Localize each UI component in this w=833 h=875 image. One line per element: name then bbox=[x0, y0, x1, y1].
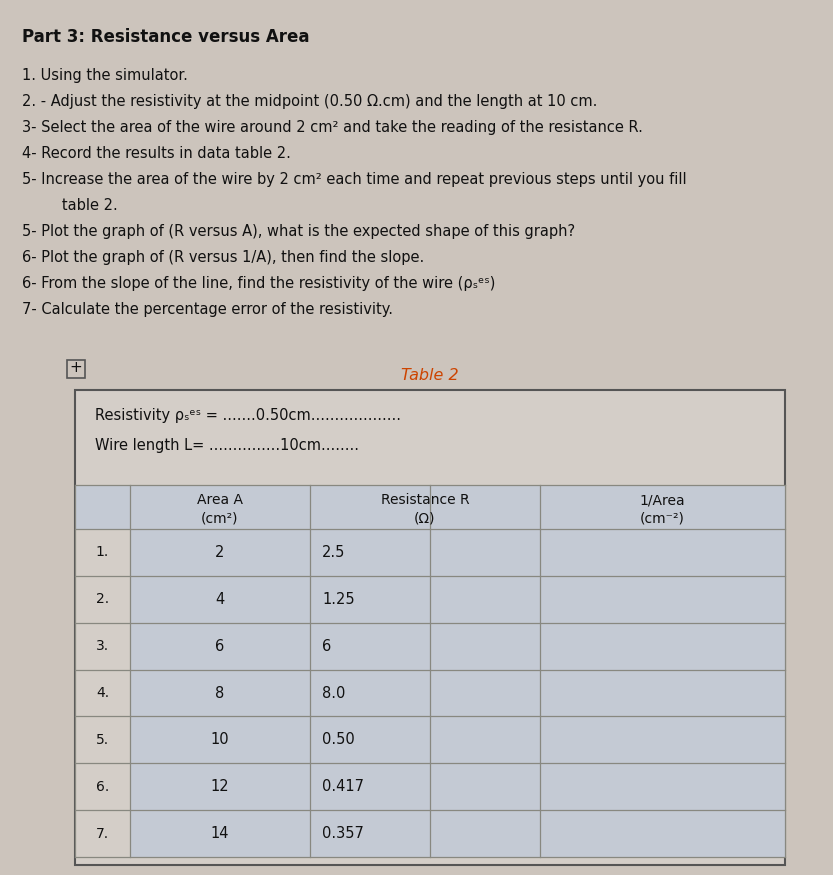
Bar bbox=[130, 529, 785, 576]
Text: 8: 8 bbox=[216, 685, 225, 701]
Bar bbox=[75, 717, 130, 763]
Text: 1.: 1. bbox=[96, 545, 109, 559]
Bar bbox=[75, 485, 785, 529]
Bar bbox=[130, 717, 785, 763]
Text: Area A: Area A bbox=[197, 493, 243, 507]
Bar bbox=[75, 390, 785, 865]
Text: 3- Select the area of the wire around 2 cm² and take the reading of the resistan: 3- Select the area of the wire around 2 … bbox=[22, 120, 643, 135]
Text: 0.357: 0.357 bbox=[322, 826, 364, 841]
Text: Resistivity ρₛᵉˢ = .......0.50cm...................: Resistivity ρₛᵉˢ = .......0.50cm........… bbox=[95, 408, 401, 423]
Bar bbox=[130, 763, 785, 810]
Bar bbox=[130, 810, 785, 857]
Bar bbox=[130, 623, 785, 669]
Text: 4- Record the results in data table 2.: 4- Record the results in data table 2. bbox=[22, 146, 291, 161]
Bar bbox=[75, 529, 130, 576]
Text: 3.: 3. bbox=[96, 639, 109, 653]
Text: 2. - Adjust the resistivity at the midpoint (0.50 Ω.cm) and the length at 10 cm.: 2. - Adjust the resistivity at the midpo… bbox=[22, 94, 597, 109]
Text: 4: 4 bbox=[216, 592, 225, 606]
Text: 0.50: 0.50 bbox=[322, 732, 355, 747]
Text: 5- Increase the area of the wire by 2 cm² each time and repeat previous steps un: 5- Increase the area of the wire by 2 cm… bbox=[22, 172, 686, 187]
Bar bbox=[75, 623, 130, 669]
Text: 1.25: 1.25 bbox=[322, 592, 355, 606]
Text: 8.0: 8.0 bbox=[322, 685, 346, 701]
Text: 1/Area: 1/Area bbox=[640, 493, 686, 507]
Text: 1. Using the simulator.: 1. Using the simulator. bbox=[22, 68, 188, 83]
Text: 4.: 4. bbox=[96, 686, 109, 700]
Bar bbox=[130, 669, 785, 717]
Text: 10: 10 bbox=[211, 732, 229, 747]
Text: Table 2: Table 2 bbox=[402, 368, 459, 383]
Bar bbox=[75, 669, 130, 717]
Text: 7.: 7. bbox=[96, 827, 109, 841]
Bar bbox=[75, 763, 130, 810]
Text: 5- Plot the graph of (R versus A), what is the expected shape of this graph?: 5- Plot the graph of (R versus A), what … bbox=[22, 224, 575, 239]
Text: 2: 2 bbox=[215, 545, 225, 560]
Text: 2.: 2. bbox=[96, 592, 109, 606]
Text: 6: 6 bbox=[216, 639, 225, 654]
Text: 12: 12 bbox=[211, 780, 229, 794]
Text: (cm²): (cm²) bbox=[202, 511, 239, 525]
Text: 7- Calculate the percentage error of the resistivity.: 7- Calculate the percentage error of the… bbox=[22, 302, 393, 317]
Text: 6- From the slope of the line, find the resistivity of the wire (ρₛᵉˢ): 6- From the slope of the line, find the … bbox=[22, 276, 496, 291]
Text: 0.417: 0.417 bbox=[322, 780, 364, 794]
Text: (cm⁻²): (cm⁻²) bbox=[640, 511, 685, 525]
Text: 6.: 6. bbox=[96, 780, 109, 794]
Text: +: + bbox=[70, 360, 82, 375]
Text: 5.: 5. bbox=[96, 733, 109, 747]
Text: Part 3: Resistance versus Area: Part 3: Resistance versus Area bbox=[22, 28, 310, 46]
Text: Resistance R: Resistance R bbox=[381, 493, 469, 507]
Text: 6- Plot the graph of (R versus 1/A), then find the slope.: 6- Plot the graph of (R versus 1/A), the… bbox=[22, 250, 424, 265]
Text: Wire length L= ...............10cm........: Wire length L= ...............10cm......… bbox=[95, 438, 359, 453]
Bar bbox=[75, 576, 130, 623]
Text: 6: 6 bbox=[322, 639, 332, 654]
Text: (Ω): (Ω) bbox=[414, 511, 436, 525]
Bar bbox=[130, 576, 785, 623]
Text: table 2.: table 2. bbox=[48, 198, 117, 213]
Text: 2.5: 2.5 bbox=[322, 545, 346, 560]
Bar bbox=[67, 360, 85, 378]
Bar bbox=[75, 810, 130, 857]
Text: 14: 14 bbox=[211, 826, 229, 841]
